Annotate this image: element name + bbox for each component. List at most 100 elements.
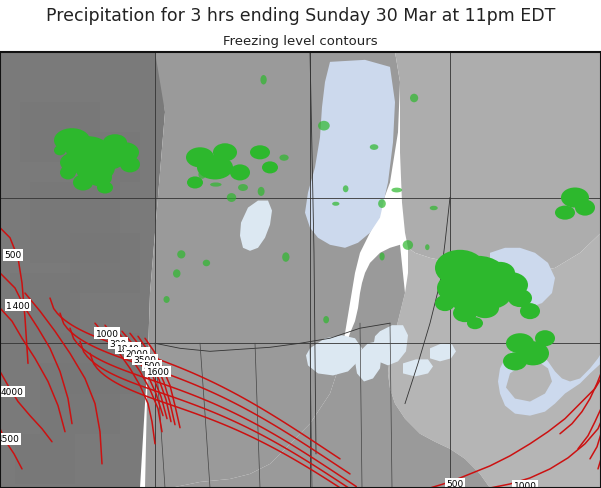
Polygon shape xyxy=(305,61,395,248)
Ellipse shape xyxy=(97,182,113,194)
Polygon shape xyxy=(388,233,601,488)
Polygon shape xyxy=(80,133,140,183)
Polygon shape xyxy=(15,434,75,484)
Ellipse shape xyxy=(163,296,169,304)
Ellipse shape xyxy=(282,253,290,262)
Text: 500: 500 xyxy=(144,361,160,370)
Text: 300: 300 xyxy=(109,339,127,348)
Ellipse shape xyxy=(437,274,473,303)
Ellipse shape xyxy=(535,330,555,346)
Ellipse shape xyxy=(103,135,127,151)
Ellipse shape xyxy=(54,129,90,153)
Ellipse shape xyxy=(177,251,185,259)
Text: 1000: 1000 xyxy=(96,329,118,338)
Polygon shape xyxy=(30,183,120,264)
Polygon shape xyxy=(60,333,140,394)
Ellipse shape xyxy=(54,146,66,156)
Ellipse shape xyxy=(120,157,140,173)
Ellipse shape xyxy=(238,184,248,192)
Ellipse shape xyxy=(66,137,110,165)
Ellipse shape xyxy=(75,153,115,183)
Ellipse shape xyxy=(203,260,210,267)
Ellipse shape xyxy=(435,250,485,286)
Ellipse shape xyxy=(258,187,264,197)
Ellipse shape xyxy=(435,295,455,311)
Ellipse shape xyxy=(343,186,349,193)
Text: 3500: 3500 xyxy=(133,355,156,364)
Polygon shape xyxy=(403,360,433,377)
Ellipse shape xyxy=(575,200,595,216)
Polygon shape xyxy=(165,245,490,488)
Polygon shape xyxy=(490,348,601,488)
Text: 1 400: 1 400 xyxy=(6,301,30,310)
Ellipse shape xyxy=(391,188,402,193)
Text: 500: 500 xyxy=(447,480,463,488)
Ellipse shape xyxy=(60,166,76,180)
Ellipse shape xyxy=(213,144,237,162)
Polygon shape xyxy=(490,248,555,308)
Polygon shape xyxy=(70,233,140,293)
Ellipse shape xyxy=(555,206,575,220)
Polygon shape xyxy=(10,273,80,344)
Text: Freezing level contours: Freezing level contours xyxy=(223,35,378,48)
Ellipse shape xyxy=(94,146,126,170)
Polygon shape xyxy=(20,103,100,163)
Text: 1840: 1840 xyxy=(117,344,139,353)
Ellipse shape xyxy=(430,206,438,211)
Ellipse shape xyxy=(378,200,386,208)
Ellipse shape xyxy=(467,318,483,329)
Polygon shape xyxy=(506,362,552,402)
Ellipse shape xyxy=(187,177,203,189)
Polygon shape xyxy=(373,325,408,366)
Ellipse shape xyxy=(506,333,534,354)
Ellipse shape xyxy=(262,162,278,174)
Text: 1600: 1600 xyxy=(147,367,169,376)
Ellipse shape xyxy=(561,188,589,208)
Text: 4000: 4000 xyxy=(1,387,23,396)
Polygon shape xyxy=(0,53,165,488)
Ellipse shape xyxy=(492,272,528,299)
Ellipse shape xyxy=(403,241,413,250)
Ellipse shape xyxy=(425,245,430,251)
Ellipse shape xyxy=(279,155,288,162)
Ellipse shape xyxy=(73,175,93,191)
Ellipse shape xyxy=(198,171,206,180)
Text: 1000: 1000 xyxy=(513,482,537,488)
Ellipse shape xyxy=(485,263,515,285)
Ellipse shape xyxy=(379,253,385,261)
Ellipse shape xyxy=(60,153,90,173)
Ellipse shape xyxy=(453,305,477,323)
Text: 500: 500 xyxy=(4,251,22,260)
Polygon shape xyxy=(557,163,601,238)
Polygon shape xyxy=(40,364,120,434)
Ellipse shape xyxy=(468,277,512,309)
Ellipse shape xyxy=(370,145,379,151)
Polygon shape xyxy=(240,201,272,251)
Ellipse shape xyxy=(88,169,112,187)
Text: 4500: 4500 xyxy=(0,434,19,443)
Ellipse shape xyxy=(250,146,270,160)
Ellipse shape xyxy=(323,316,329,324)
Ellipse shape xyxy=(260,76,267,85)
Ellipse shape xyxy=(517,342,549,366)
Ellipse shape xyxy=(410,95,418,103)
Ellipse shape xyxy=(503,353,527,371)
Ellipse shape xyxy=(318,122,330,131)
Ellipse shape xyxy=(227,194,236,203)
Ellipse shape xyxy=(186,148,214,168)
Ellipse shape xyxy=(332,203,340,206)
Ellipse shape xyxy=(448,256,508,301)
Ellipse shape xyxy=(210,183,222,187)
Polygon shape xyxy=(306,336,362,376)
Ellipse shape xyxy=(191,153,197,159)
Text: Precipitation for 3 hrs ending Sunday 30 Mar at 11pm EDT: Precipitation for 3 hrs ending Sunday 30… xyxy=(46,7,555,25)
Ellipse shape xyxy=(471,299,499,319)
Ellipse shape xyxy=(111,143,139,163)
Polygon shape xyxy=(430,344,456,362)
Ellipse shape xyxy=(508,289,532,307)
Polygon shape xyxy=(542,333,565,351)
Ellipse shape xyxy=(450,284,490,313)
Text: 2000: 2000 xyxy=(126,349,148,358)
Ellipse shape xyxy=(197,156,233,180)
Ellipse shape xyxy=(230,165,250,181)
